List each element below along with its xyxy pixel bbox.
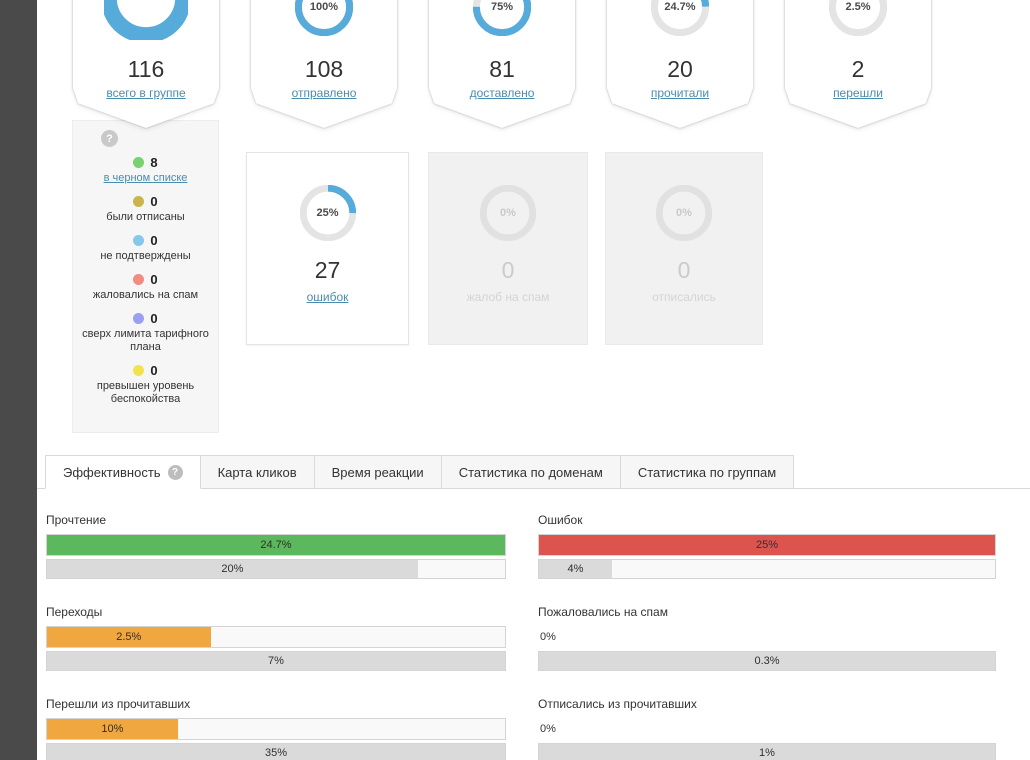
- tab-domain-stats[interactable]: Статистика по доменам: [440, 455, 621, 488]
- group-stat-spam-complaints: 0 жаловались на спам: [92, 272, 199, 301]
- delivered-percent: 75%: [490, 1, 514, 13]
- clicked-percent: 2.5%: [845, 1, 871, 13]
- donut-chart-clicked: 2.5%: [829, 0, 887, 36]
- metric-click-to-open-rate: Перешли из прочитавших 10% 35%: [46, 690, 506, 760]
- spam-rate-zero-value: 0%: [540, 631, 556, 643]
- legend-dot-spam: [133, 274, 145, 285]
- click-to-open-value-bar: 10%: [46, 718, 506, 740]
- summary-card-opened: 24.7% 20 прочитали: [607, 0, 753, 128]
- group-stat-unsubscribed: 0 были отписаны: [106, 194, 185, 223]
- total-count: 116: [127, 56, 165, 82]
- open-rate-value-bar: 24.7%: [46, 534, 506, 556]
- tab-effectiveness[interactable]: Эффективность ?: [45, 455, 201, 489]
- spam-percent: 0%: [500, 207, 516, 219]
- unsubscribed-count: 0: [677, 257, 691, 283]
- unsubscribe-rate-benchmark-bar: 1%: [538, 743, 996, 760]
- legend-dot-unsubscribed: [133, 196, 145, 207]
- metric-error-rate: Ошибок 25% 4%: [538, 506, 996, 579]
- legend-dot-over-limit: [133, 313, 145, 324]
- donut-chart-delivered: 75%: [473, 0, 531, 36]
- donut-chart-opened: 24.7%: [651, 0, 709, 36]
- errors-link[interactable]: ошибок: [306, 290, 349, 304]
- error-rate-benchmark-bar: 4%: [538, 559, 996, 579]
- sent-count: 108: [304, 56, 344, 82]
- metric-unsubscribe-rate: Отписались из прочитавших 0% 1%: [538, 690, 996, 760]
- summary-card-clicked: 2.5% 2 перешли: [785, 0, 931, 128]
- sent-link[interactable]: отправлено: [291, 86, 357, 100]
- donut-chart-spam: 0%: [480, 185, 536, 241]
- spam-count: 0: [501, 257, 515, 283]
- click-to-open-benchmark-bar: 35%: [46, 743, 506, 760]
- tab-reaction-time[interactable]: Время реакции: [313, 455, 442, 488]
- opened-count: 20: [667, 56, 693, 82]
- unsubscribe-rate-zero-value: 0%: [540, 723, 556, 735]
- summary-card-total: 116 всего в группе: [73, 0, 219, 128]
- metric-spam-rate: Пожаловались на спам 0% 0.3%: [538, 598, 996, 671]
- group-stat-unconfirmed: 0 не подтверждены: [100, 233, 191, 262]
- summary-card-sent: 100% 108 отправлено: [251, 0, 397, 128]
- clicked-link[interactable]: перешли: [833, 86, 883, 100]
- legend-dot-blacklist: [133, 157, 145, 168]
- click-rate-benchmark-bar: 7%: [46, 651, 506, 671]
- errors-card: 25% 27 ошибок: [246, 152, 409, 345]
- tab-group-stats[interactable]: Статистика по группам: [619, 455, 795, 488]
- group-stat-anxiety-level: 0 превышен уровень беспокойства: [96, 363, 195, 405]
- donut-chart-sent: 100%: [295, 0, 353, 36]
- spam-complaints-card: 0% 0 жалоб на спам: [428, 152, 588, 345]
- errors-percent: 25%: [316, 207, 339, 219]
- spam-rate-benchmark-bar: 0.3%: [538, 651, 996, 671]
- total-link[interactable]: всего в группе: [106, 86, 186, 100]
- left-sidebar-rail: [0, 0, 37, 760]
- group-breakdown-panel: ? 8 в черном списке 0 были отписаны 0 не…: [72, 120, 219, 433]
- metric-click-rate: Переходы 2.5% 7%: [46, 598, 506, 671]
- summary-card-delivered: 75% 81 доставлено: [429, 0, 575, 128]
- open-rate-benchmark-bar: 20%: [46, 559, 506, 579]
- opened-percent: 24.7%: [664, 1, 696, 13]
- click-rate-value-bar: 2.5%: [46, 626, 506, 648]
- metric-open-rate: Прочтение 24.7% 20%: [46, 506, 506, 579]
- metrics-right-column: Ошибок 25% 4% Пожаловались на спам 0% 0.…: [538, 506, 996, 760]
- help-icon[interactable]: ?: [101, 130, 118, 147]
- unsubscribed-percent: 0%: [676, 207, 692, 219]
- delivered-count: 81: [489, 56, 515, 82]
- unsubscribed-card: 0% 0 отписались: [605, 152, 763, 345]
- help-icon-effectiveness[interactable]: ?: [167, 464, 183, 480]
- group-stat-blacklist: 8 в черном списке: [103, 155, 188, 184]
- donut-chart-errors: 25%: [299, 185, 356, 241]
- legend-dot-unconfirmed: [133, 235, 145, 246]
- clicked-count: 2: [851, 56, 865, 82]
- legend-dot-anxiety: [133, 365, 145, 376]
- error-rate-value-bar: 25%: [538, 534, 996, 556]
- donut-chart-total: [104, 0, 188, 40]
- opened-link[interactable]: прочитали: [650, 86, 710, 100]
- donut-chart-unsubscribed: 0%: [656, 185, 712, 241]
- delivered-link[interactable]: доставлено: [469, 86, 535, 100]
- blacklist-link[interactable]: в черном списке: [103, 172, 188, 184]
- errors-count: 27: [314, 257, 341, 283]
- spam-label: жалоб на спам: [466, 290, 550, 304]
- metrics-left-column: Прочтение 24.7% 20% Переходы 2.5% 7% Пер…: [46, 506, 506, 760]
- tab-click-map[interactable]: Карта кликов: [199, 455, 315, 488]
- sent-percent: 100%: [309, 1, 339, 13]
- group-stat-over-limit: 0 сверх лимита тарифного плана: [82, 311, 209, 353]
- unsubscribed-label: отписались: [652, 290, 716, 304]
- report-tabs: Эффективность ? Карта кликов Время реакц…: [37, 455, 1030, 489]
